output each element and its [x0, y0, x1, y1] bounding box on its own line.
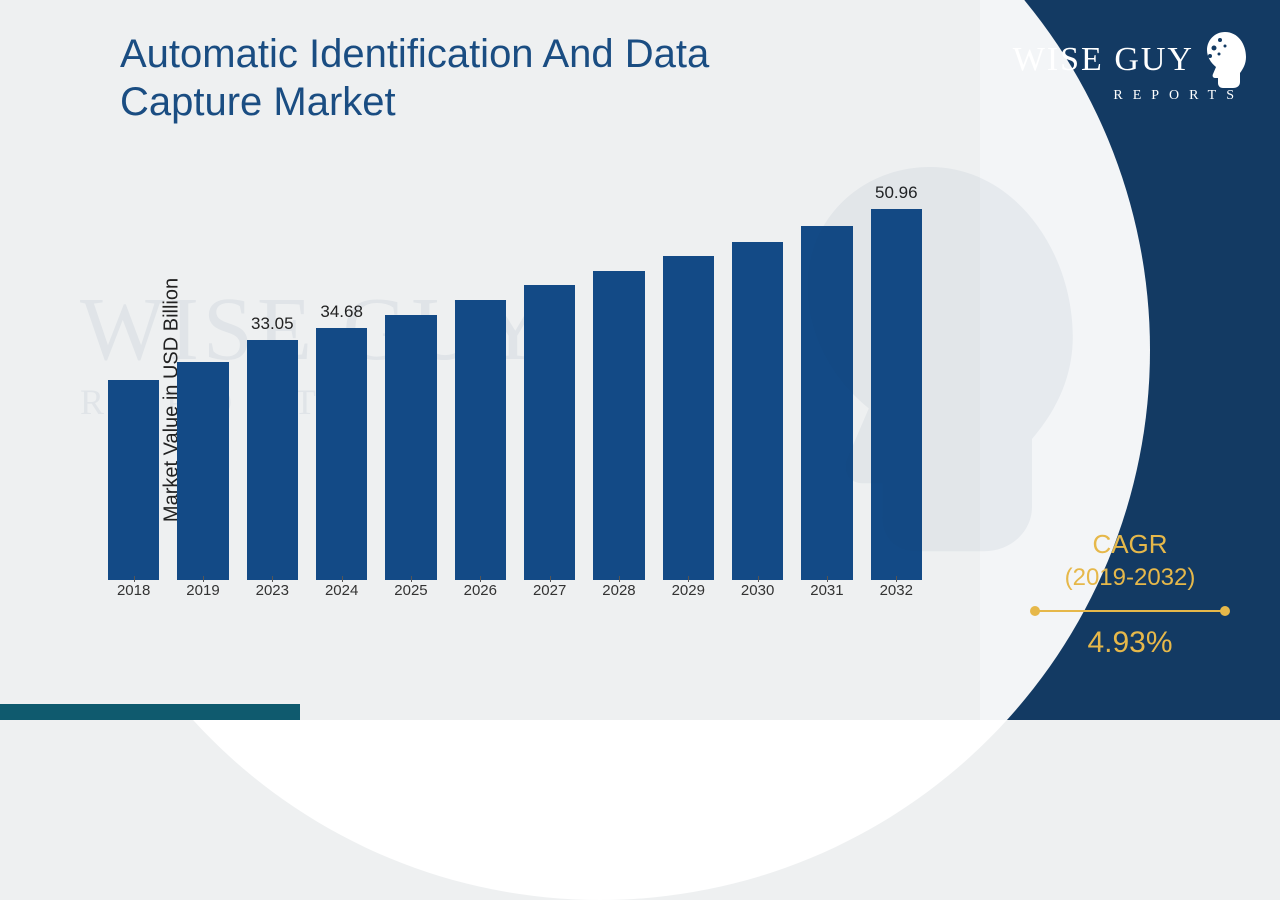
bar-wrap [385, 315, 436, 580]
bar-wrap: 34.68 [316, 328, 367, 580]
x-tick-label: 2026 [455, 582, 506, 599]
x-tick-label: 2027 [524, 582, 575, 599]
x-tick-label: 2018 [108, 582, 159, 599]
bar [316, 328, 367, 580]
bar-wrap [593, 271, 644, 580]
bar [663, 256, 714, 580]
bar [455, 300, 506, 580]
x-tick-label: 2031 [801, 582, 852, 599]
bar-value-label: 34.68 [316, 302, 367, 322]
bar-wrap: 33.05 [247, 340, 298, 580]
x-tick-label: 2029 [663, 582, 714, 599]
cagr-block: CAGR (2019-2032) 4.93% [1020, 529, 1240, 660]
bottom-accent-bar [0, 704, 300, 720]
brand-logo: WISE GUY REPORTS [1013, 30, 1250, 104]
logo-text-main: WISE GUY [1013, 41, 1194, 79]
x-tick-label: 2028 [593, 582, 644, 599]
x-tick-label: 2025 [385, 582, 436, 599]
x-tick-label: 2023 [247, 582, 298, 599]
x-tick-label: 2030 [732, 582, 783, 599]
cagr-divider [1035, 610, 1225, 612]
bar-wrap [524, 285, 575, 580]
watermark-head-icon [760, 150, 1100, 570]
bar [247, 340, 298, 580]
bar-wrap [108, 380, 159, 580]
bar [108, 380, 159, 580]
bar-wrap [455, 300, 506, 580]
page-title: Automatic Identification And Data Captur… [120, 30, 800, 126]
x-tick-label: 2024 [316, 582, 367, 599]
bar-wrap [177, 362, 228, 580]
bar-value-label: 33.05 [247, 314, 298, 334]
bar [593, 271, 644, 580]
logo-head-icon [1200, 30, 1250, 90]
cagr-range: (2019-2032) [1020, 564, 1240, 592]
x-tick-label: 2032 [871, 582, 922, 599]
x-axis: 2018 2019 2023 2024 2025 2026 2027 2028 2029 2030… [100, 582, 930, 599]
cagr-value: 4.93% [1020, 626, 1240, 660]
bar [177, 362, 228, 580]
bar [385, 315, 436, 580]
cagr-label: CAGR [1020, 529, 1240, 560]
x-tick-label: 2019 [177, 582, 228, 599]
bar [524, 285, 575, 580]
logo-text-sub: REPORTS [1013, 88, 1250, 104]
bar-wrap [663, 256, 714, 580]
